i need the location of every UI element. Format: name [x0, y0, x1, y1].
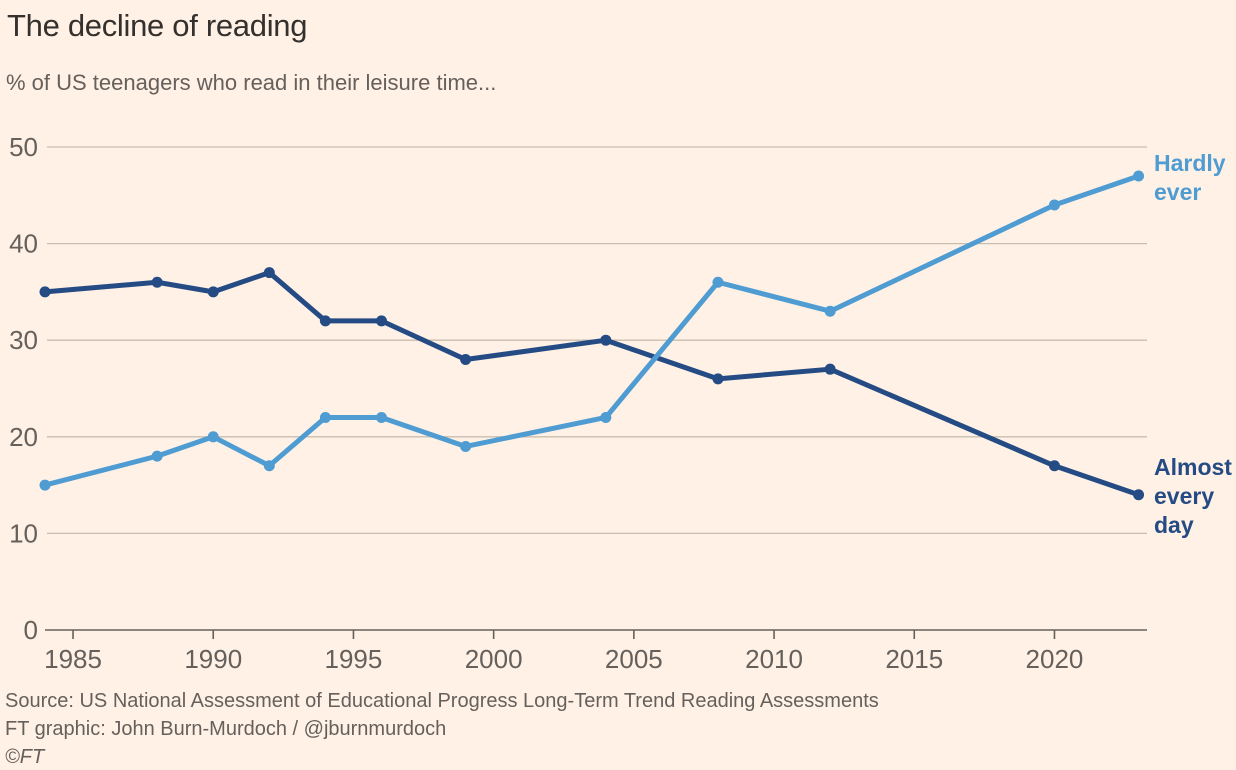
page-title: The decline of reading: [7, 8, 308, 43]
x-tick-label-1990: 1990: [184, 644, 242, 674]
marker-almost-every-day-2008: [712, 373, 724, 385]
marker-almost-every-day-2023: [1133, 489, 1145, 501]
x-tick-label-2010: 2010: [745, 644, 803, 674]
marker-hardly-ever-2023: [1133, 170, 1145, 182]
marker-almost-every-day-1990: [207, 286, 219, 298]
marker-hardly-ever-1984: [39, 479, 51, 491]
y-tick-label-0: 0: [24, 615, 38, 645]
marker-hardly-ever-2020: [1048, 199, 1060, 211]
marker-almost-every-day-2012: [824, 363, 836, 375]
marker-almost-every-day-2020: [1048, 460, 1060, 472]
line-chart: 0 10 20 30 40 50 1985 1990 1995 2000 2005 2010 2015 2…: [9, 132, 1147, 674]
marker-almost-every-day-1984: [39, 286, 51, 298]
y-tick-label-20: 20: [9, 422, 38, 452]
series-label-hardly-ever: Hardly ever: [1154, 150, 1226, 205]
series-label-almost-every-day: Almost every day: [1154, 454, 1232, 538]
x-tick-label-2015: 2015: [885, 644, 943, 674]
marker-almost-every-day-1996: [375, 315, 387, 327]
marker-almost-every-day-1988: [151, 276, 163, 288]
marker-almost-every-day-1992: [263, 267, 275, 279]
y-tick-label-30: 30: [9, 325, 38, 355]
x-tick-label-1995: 1995: [325, 644, 383, 674]
line-hardly-ever: [42, 173, 1142, 488]
marker-hardly-ever-1988: [151, 450, 163, 462]
marker-hardly-ever-1996: [375, 411, 387, 423]
x-tick-label-2020: 2020: [1026, 644, 1084, 674]
marker-hardly-ever-2004: [600, 411, 612, 423]
marker-hardly-ever-1999: [460, 440, 472, 452]
x-tick-label-2000: 2000: [465, 644, 523, 674]
marker-almost-every-day-1994: [319, 315, 331, 327]
y-tick-label-50: 50: [9, 132, 38, 162]
source-note: Source: US National Assessment of Educat…: [5, 690, 879, 712]
x-tick-label-2005: 2005: [605, 644, 663, 674]
marker-hardly-ever-1992: [263, 460, 275, 472]
chart-subtitle: % of US teenagers who read in their leis…: [6, 70, 497, 95]
y-tick-label-40: 40: [9, 229, 38, 259]
line-almost-every-day: [42, 270, 1142, 498]
marker-hardly-ever-2008: [712, 276, 724, 288]
marker-almost-every-day-2004: [600, 334, 612, 346]
marker-hardly-ever-1994: [319, 411, 331, 423]
credit-note: FT graphic: John Burn-Murdoch / @jburnmu…: [5, 718, 447, 740]
marker-hardly-ever-2012: [824, 305, 836, 317]
x-tick-label-1985: 1985: [44, 644, 102, 674]
marker-hardly-ever-1990: [207, 431, 219, 443]
copyright-note: ©FT: [5, 746, 45, 768]
y-tick-label-10: 10: [9, 518, 38, 548]
marker-almost-every-day-1999: [460, 354, 472, 366]
